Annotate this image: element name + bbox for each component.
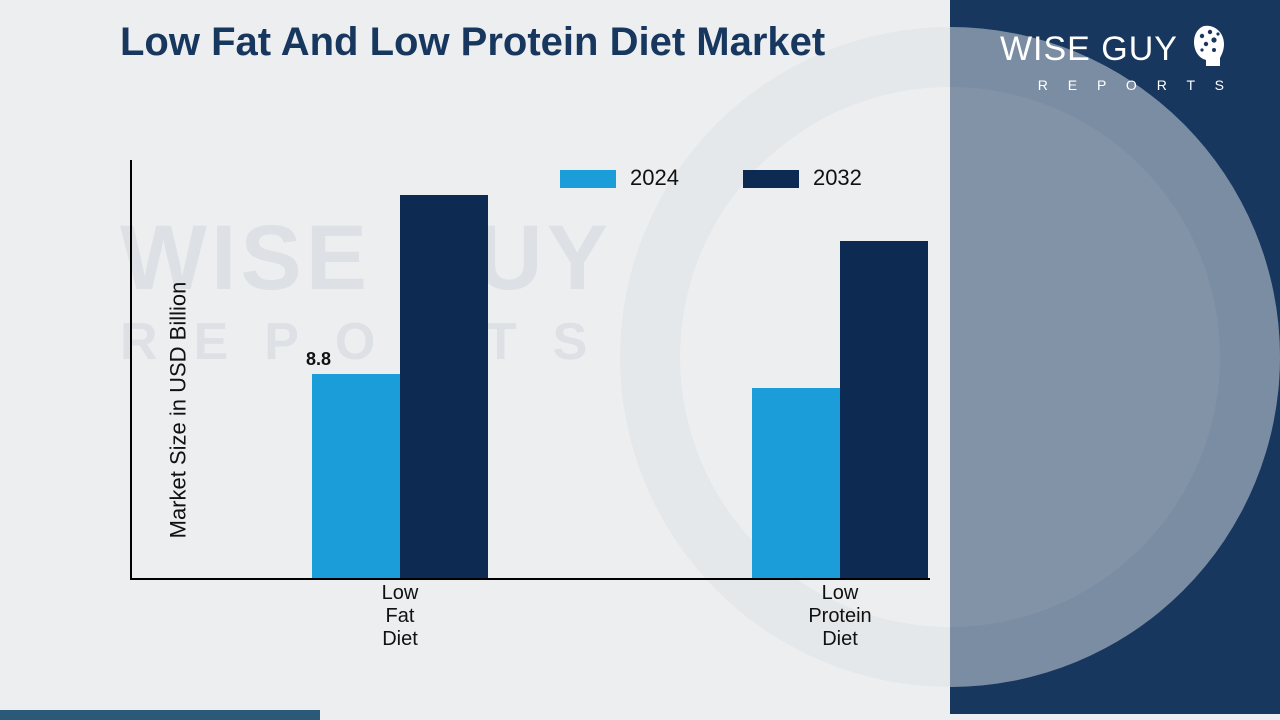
bar — [752, 388, 840, 578]
brand-logo: WISE GUY R E P O R T S — [1000, 22, 1232, 92]
brand-top-row: WISE GUY — [1000, 22, 1232, 76]
brand-subtitle: R E P O R T S — [1000, 78, 1232, 92]
head-icon — [1184, 22, 1232, 76]
category-label: LowProteinDiet — [780, 578, 900, 651]
brand-wordmark: WISE GUY — [1000, 32, 1178, 66]
bar — [840, 241, 928, 578]
bar — [400, 195, 488, 578]
bar-value-label: 8.8 — [306, 349, 331, 370]
page-title: Low Fat And Low Protein Diet Market — [120, 20, 825, 65]
chart: Market Size in USD Billion 8.8LowFatDiet… — [90, 150, 930, 670]
plot-area: 8.8LowFatDietLowProteinDiet — [132, 160, 930, 578]
bottom-accent-bar — [0, 710, 320, 720]
category-label: LowFatDiet — [340, 578, 460, 651]
bar — [312, 374, 400, 578]
stage: WISE GUY REPORTS WISE GUY R E P O R T — [0, 0, 1280, 720]
right-panel — [950, 0, 1280, 714]
